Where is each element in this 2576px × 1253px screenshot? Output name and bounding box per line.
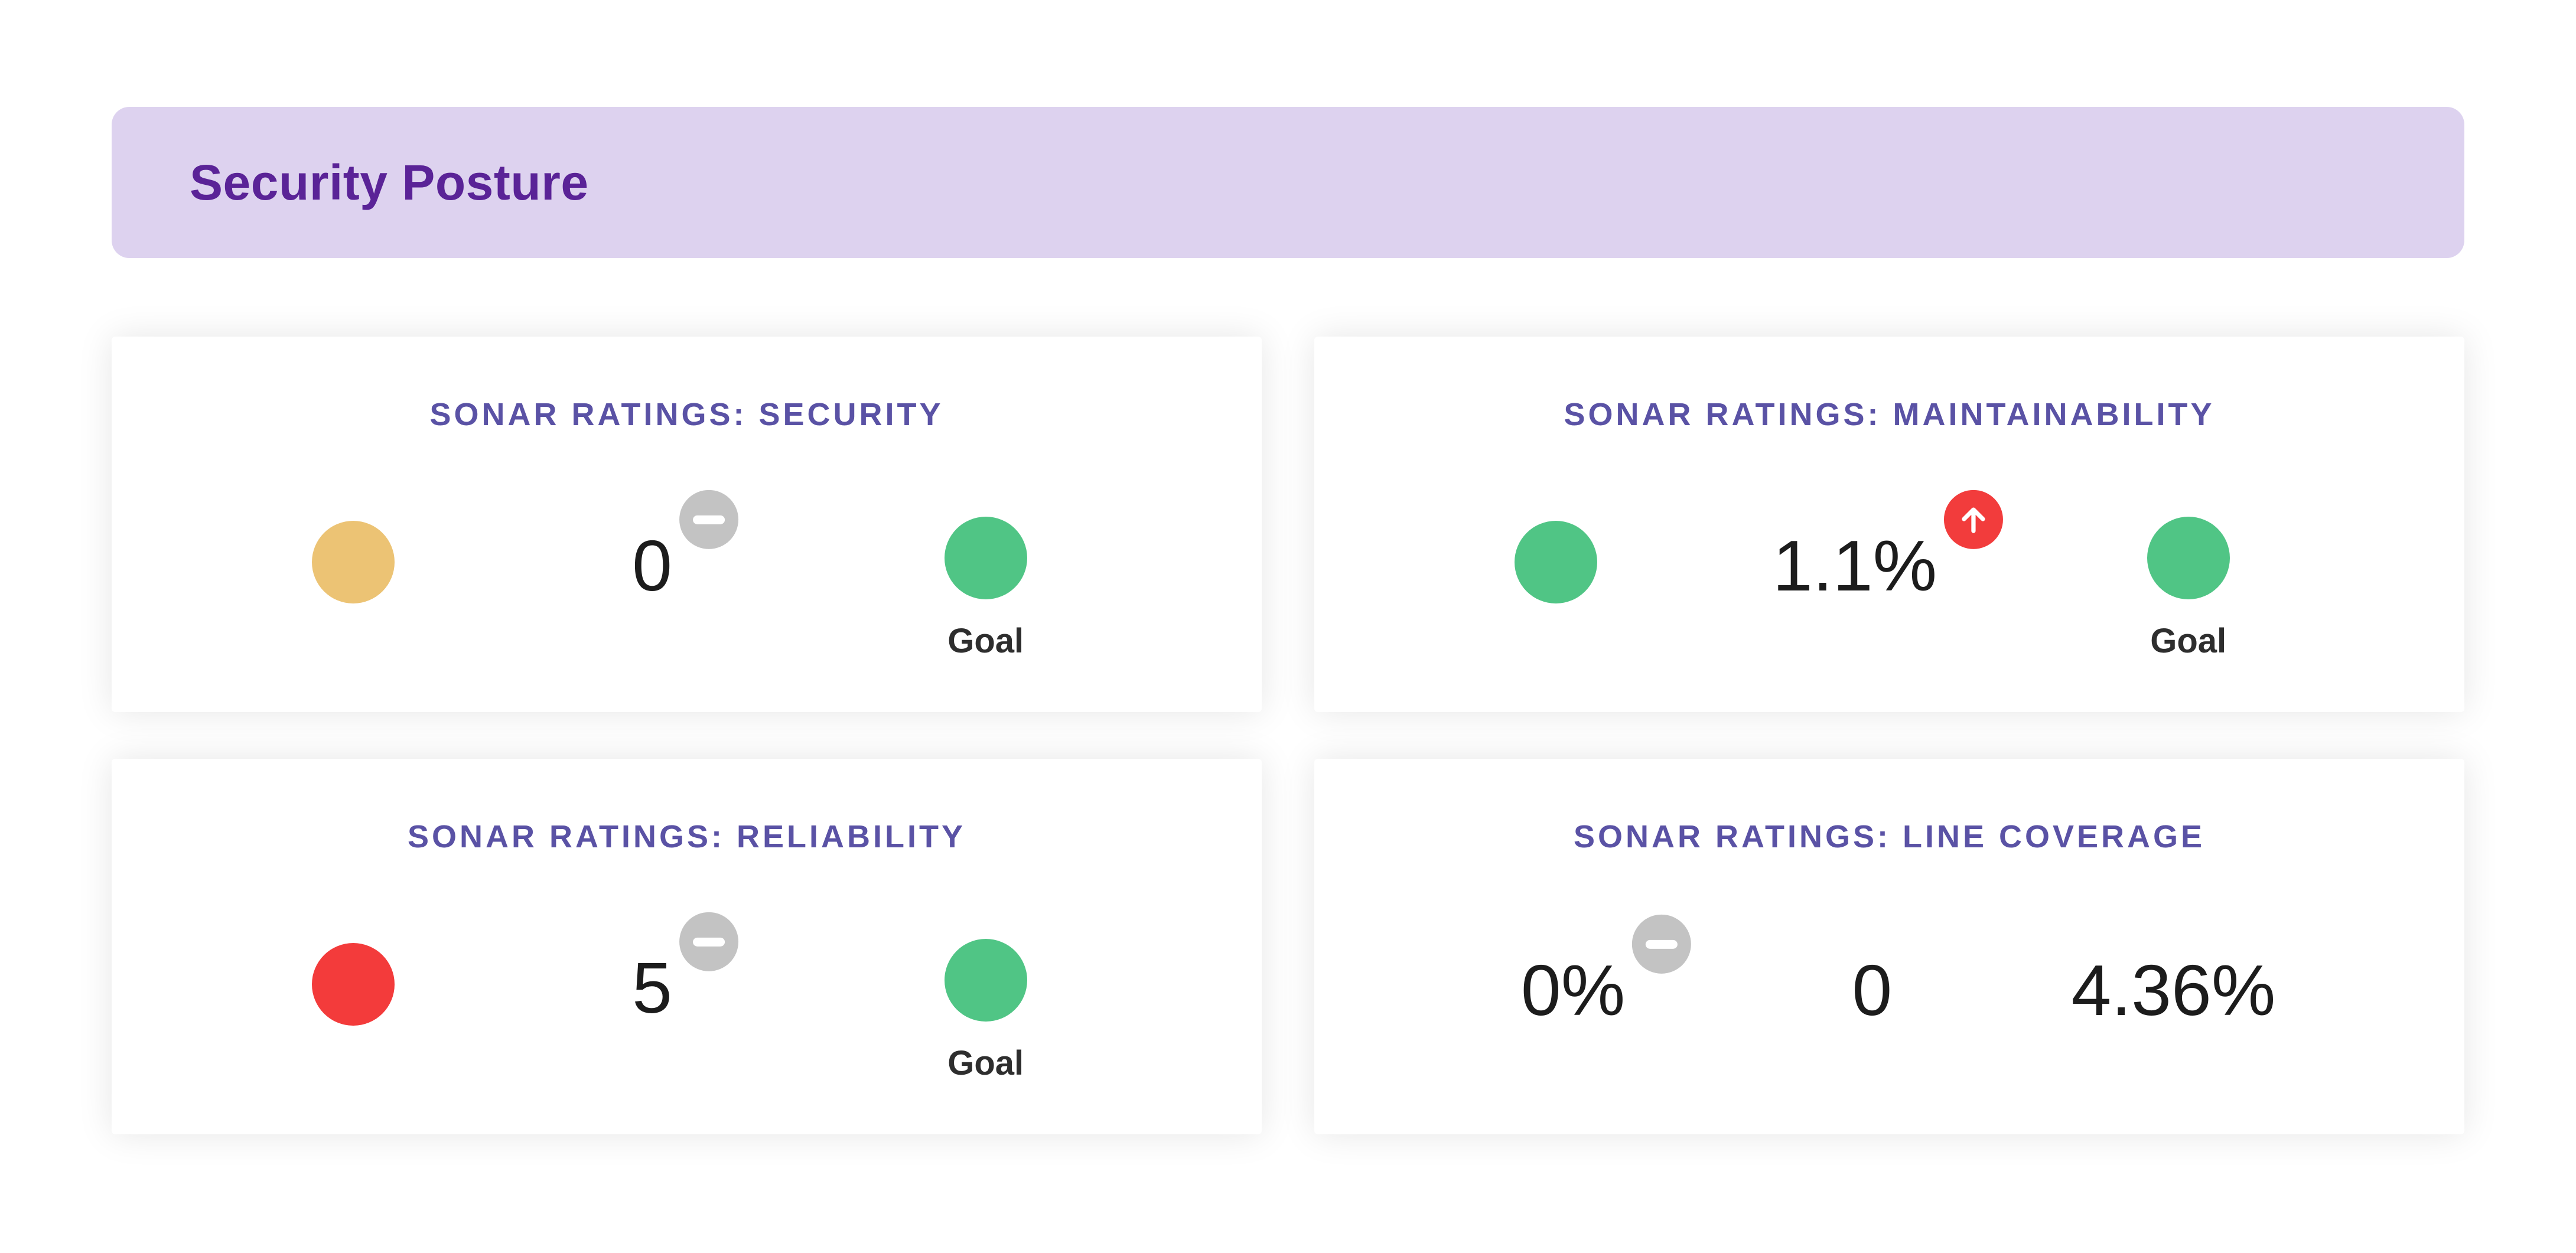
goal-label: Goal — [2150, 622, 2227, 660]
section-header-banner: Security Posture — [112, 107, 2464, 258]
metric-value: 5 — [632, 947, 673, 1028]
metric-value: 0 — [632, 525, 673, 606]
metric-value-wrap: 0 — [1852, 949, 1892, 1032]
card-title: SONAR RATINGS: LINE COVERAGE — [1573, 819, 2206, 854]
goal-rating-circle — [2147, 517, 2230, 599]
card-title: SONAR RATINGS: MAINTAINABILITY — [1564, 397, 2215, 432]
goal-label: Goal — [947, 622, 1024, 660]
card-title: SONAR RATINGS: SECURITY — [429, 397, 944, 432]
goal-rating-circle — [944, 517, 1027, 599]
current-rating-circle — [311, 943, 395, 1026]
card-sonar-line-coverage: SONAR RATINGS: LINE COVERAGE 0% 0 4.36% — [1314, 759, 2464, 1134]
cards-grid: SONAR RATINGS: SECURITY 0 Goal SONAR RAT… — [112, 337, 2464, 1134]
minus-icon — [1646, 939, 1678, 949]
metric-value: 1.1% — [1773, 525, 1937, 606]
card-sonar-security: SONAR RATINGS: SECURITY 0 Goal — [112, 337, 1262, 712]
metric-value: 0 — [1852, 949, 1893, 1030]
card-title: SONAR RATINGS: RELIABILITY — [408, 819, 966, 854]
metric-value-wrap: 5 — [632, 912, 739, 1029]
minus-icon — [693, 515, 725, 524]
metric-value: 0% — [1520, 949, 1626, 1030]
metric-value: 4.36% — [2071, 949, 2276, 1030]
card-sonar-reliability: SONAR RATINGS: RELIABILITY 5 Goal — [112, 759, 1262, 1134]
goal-rating-circle — [944, 939, 1027, 1022]
metric-value-wrap: 4.36% — [2071, 949, 2275, 1032]
trend-badge — [1632, 914, 1692, 974]
current-rating-circle — [1514, 521, 1597, 603]
trend-badge — [1944, 490, 2004, 549]
minus-icon — [693, 937, 725, 947]
current-rating-circle — [311, 521, 395, 603]
goal-label: Goal — [947, 1044, 1024, 1082]
arrow-up-icon — [1962, 507, 1985, 533]
metric-value-wrap: 0 — [632, 490, 739, 607]
metric-value-wrap: 0% — [1520, 914, 1692, 1032]
card-sonar-maintainability: SONAR RATINGS: MAINTAINABILITY 1.1% Goal — [1314, 337, 2464, 712]
page-title: Security Posture — [190, 154, 589, 210]
trend-badge — [679, 912, 739, 971]
metric-value-wrap: 1.1% — [1773, 490, 2004, 607]
trend-badge — [679, 490, 739, 549]
